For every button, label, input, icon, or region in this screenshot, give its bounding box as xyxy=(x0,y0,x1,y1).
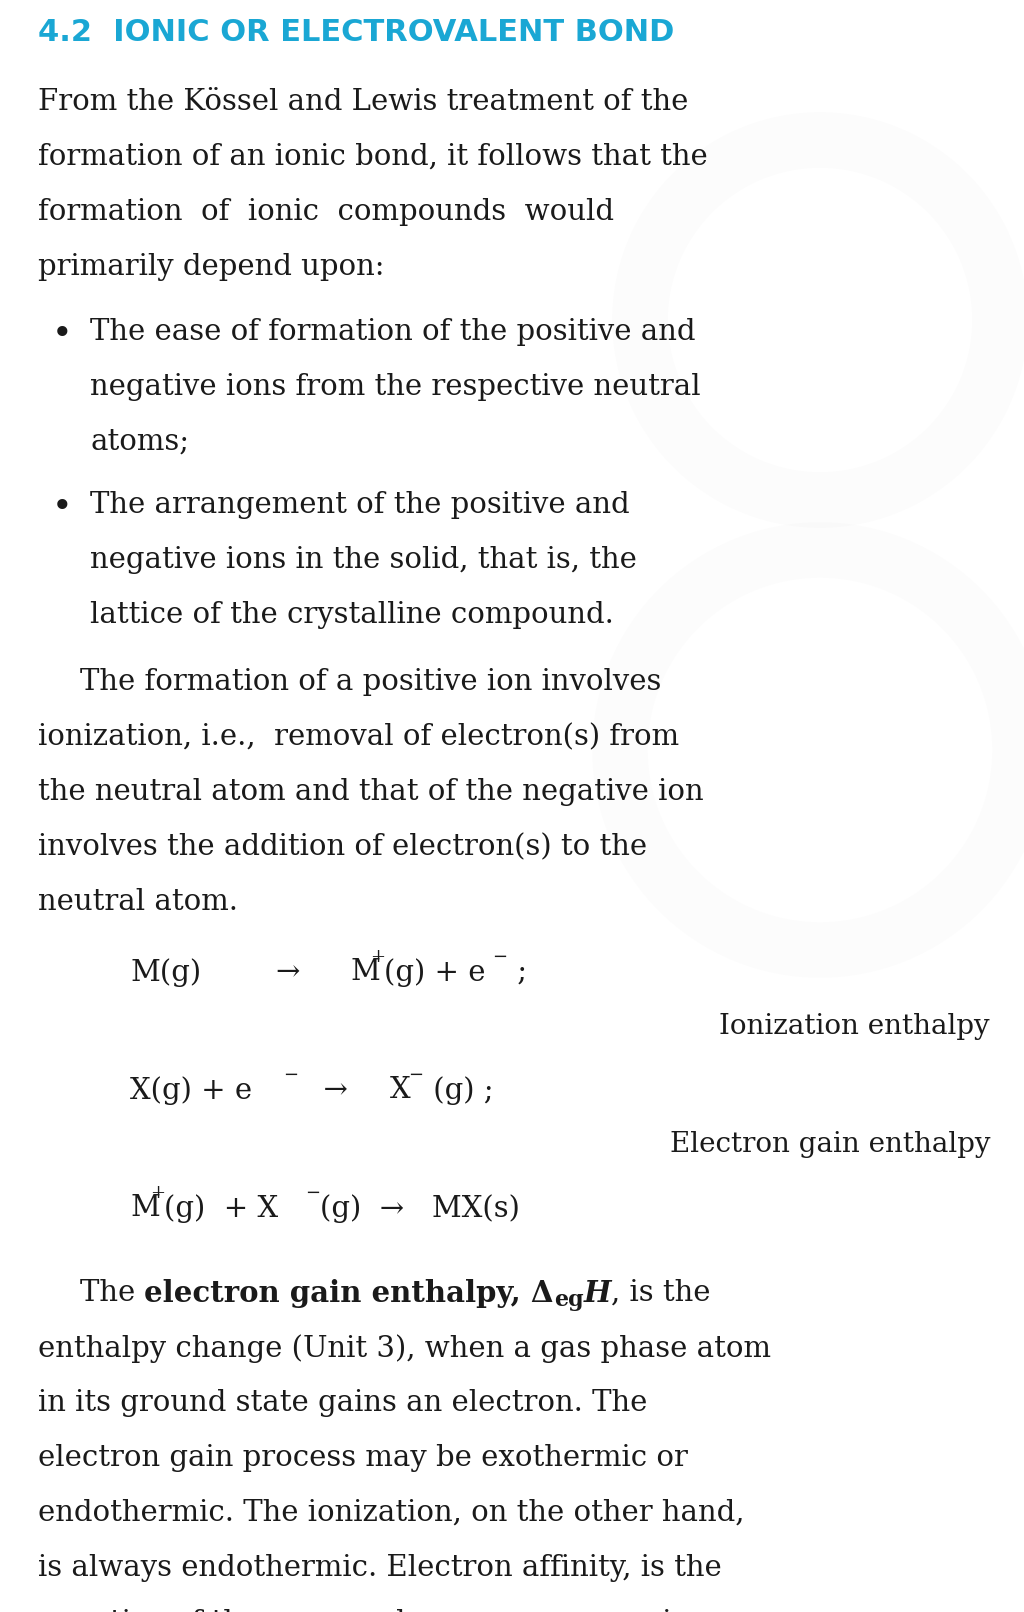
Text: H: H xyxy=(584,1278,611,1307)
Text: the neutral atom and that of the negative ion: the neutral atom and that of the negativ… xyxy=(38,779,703,806)
Text: neutral atom.: neutral atom. xyxy=(38,888,238,916)
Text: →: → xyxy=(305,1075,348,1104)
Text: (g)  + X: (g) + X xyxy=(164,1194,279,1224)
Text: electron gain enthalpy, Δ: electron gain enthalpy, Δ xyxy=(144,1278,554,1307)
Text: endothermic. The ionization, on the other hand,: endothermic. The ionization, on the othe… xyxy=(38,1499,744,1527)
Text: +: + xyxy=(370,948,385,966)
Text: −: − xyxy=(283,1066,298,1083)
Text: lattice of the crystalline compound.: lattice of the crystalline compound. xyxy=(90,601,613,629)
Text: is always endothermic. Electron affinity, is the: is always endothermic. Electron affinity… xyxy=(38,1554,722,1581)
Text: Ionization enthalpy: Ionization enthalpy xyxy=(720,1012,990,1040)
Text: formation of an ionic bond, it follows that the: formation of an ionic bond, it follows t… xyxy=(38,143,708,171)
Text: →: → xyxy=(275,958,299,987)
Text: −: − xyxy=(492,948,507,966)
Text: 4.2  IONIC OR ELECTROVALENT BOND: 4.2 IONIC OR ELECTROVALENT BOND xyxy=(38,18,675,47)
Text: M: M xyxy=(130,1194,160,1222)
Text: ;: ; xyxy=(508,958,527,987)
Text: formation  of  ionic  compounds  would: formation of ionic compounds would xyxy=(38,198,614,226)
Text: (g) ;: (g) ; xyxy=(424,1075,494,1104)
Text: (g)  →   MX(s): (g) → MX(s) xyxy=(319,1194,520,1224)
Text: atoms;: atoms; xyxy=(90,429,189,456)
Text: , is the: , is the xyxy=(611,1278,711,1307)
Text: From the Kössel and Lewis treatment of the: From the Kössel and Lewis treatment of t… xyxy=(38,89,688,116)
Text: enthalpy change (Unit 3), when a gas phase atom: enthalpy change (Unit 3), when a gas pha… xyxy=(38,1335,771,1362)
Text: The: The xyxy=(80,1278,144,1307)
Text: ionization, i.e.,  removal of electron(s) from: ionization, i.e., removal of electron(s)… xyxy=(38,724,679,751)
Text: Electron gain enthalpy: Electron gain enthalpy xyxy=(670,1132,990,1157)
Text: −: − xyxy=(408,1066,423,1083)
Text: (g) + e: (g) + e xyxy=(384,958,485,987)
Text: electron gain process may be exothermic or: electron gain process may be exothermic … xyxy=(38,1444,688,1472)
Text: in its ground state gains an electron. The: in its ground state gains an electron. T… xyxy=(38,1390,647,1417)
Text: negative of the energy change accompanying: negative of the energy change accompanyi… xyxy=(38,1609,709,1612)
Text: −: − xyxy=(305,1183,321,1203)
Text: X: X xyxy=(390,1075,411,1104)
Text: •: • xyxy=(52,318,73,351)
Text: M(g): M(g) xyxy=(130,958,201,987)
Text: •: • xyxy=(52,492,73,526)
Text: The ease of formation of the positive and: The ease of formation of the positive an… xyxy=(90,318,695,347)
Text: primarily depend upon:: primarily depend upon: xyxy=(38,253,384,280)
Text: X(g) + e: X(g) + e xyxy=(130,1075,252,1104)
Text: +: + xyxy=(150,1183,165,1203)
Text: eg: eg xyxy=(554,1290,584,1311)
Text: The arrangement of the positive and: The arrangement of the positive and xyxy=(90,492,630,519)
Text: negative ions in the solid, that is, the: negative ions in the solid, that is, the xyxy=(90,546,637,574)
Text: M: M xyxy=(350,958,380,987)
Text: negative ions from the respective neutral: negative ions from the respective neutra… xyxy=(90,372,700,401)
Text: involves the addition of electron(s) to the: involves the addition of electron(s) to … xyxy=(38,833,647,861)
Text: The formation of a positive ion involves: The formation of a positive ion involves xyxy=(80,667,662,696)
